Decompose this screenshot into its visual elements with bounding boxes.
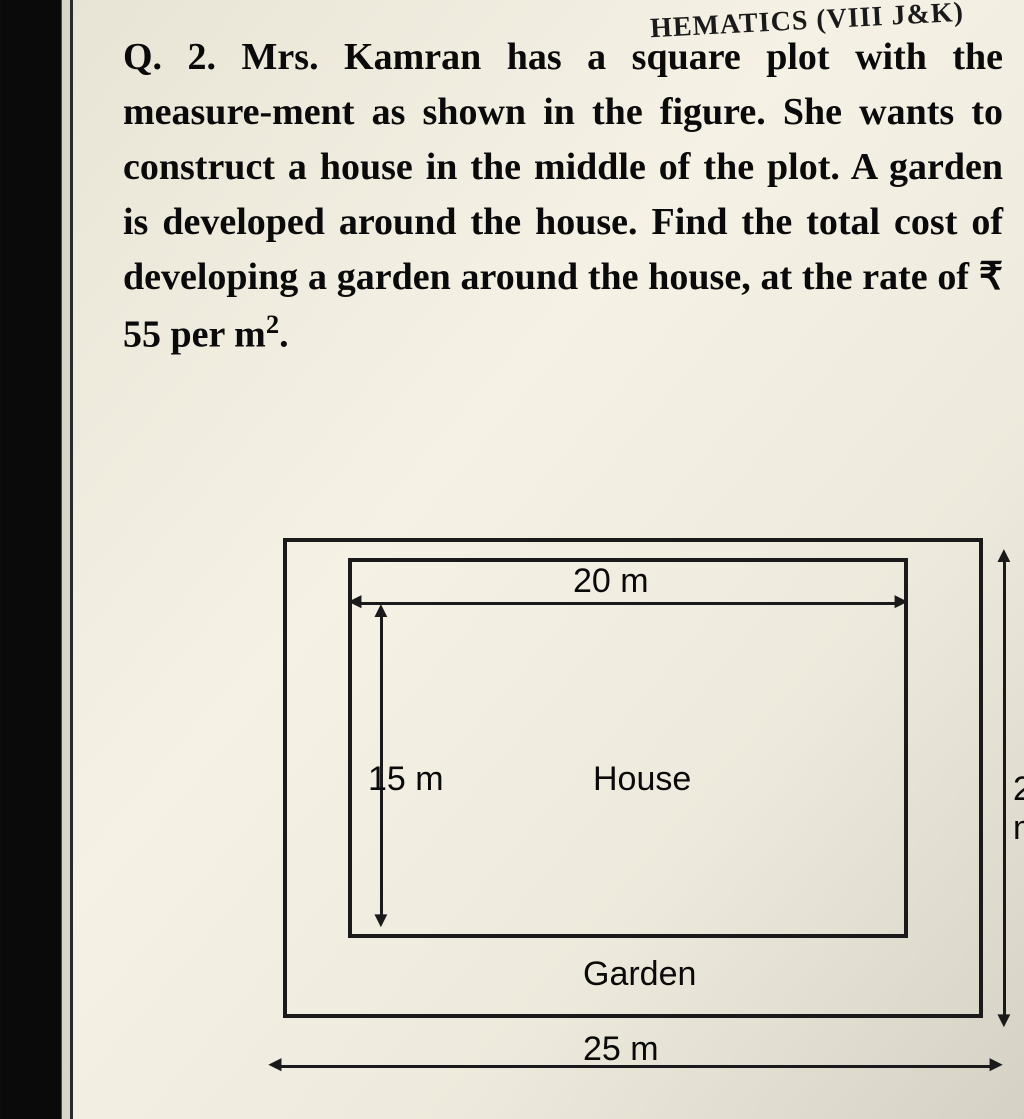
label-house: House — [593, 760, 691, 799]
question-text-line7-prefix: per m — [171, 314, 266, 356]
label-inner-height: 15 m — [368, 760, 444, 799]
question-text-line1: Mrs. Kamran has a square plot with — [242, 36, 927, 78]
plot-diagram: 20 m 15 m House Garden 25 m 25 m — [223, 510, 1024, 1070]
dimension-arrow-inner-width — [358, 602, 898, 605]
label-outer-width: 25 m — [583, 1030, 659, 1069]
label-outer-height: 25 m — [1013, 770, 1024, 848]
dimension-arrow-outer-height — [1003, 560, 1006, 1015]
question-text-superscript: 2 — [266, 309, 279, 339]
inner-rectangle-house — [348, 558, 908, 938]
label-inner-width: 20 m — [573, 562, 649, 601]
question-text-line7-suffix: . — [279, 314, 289, 356]
question-body: Q. 2. Mrs. Kamran has a square plot with… — [123, 30, 1003, 363]
textbook-page: HEMATICS (VIII J&K) Q. 2. Mrs. Kamran ha… — [70, 0, 1024, 1119]
label-garden: Garden — [583, 955, 696, 994]
question-label: Q. 2. — [123, 36, 216, 78]
